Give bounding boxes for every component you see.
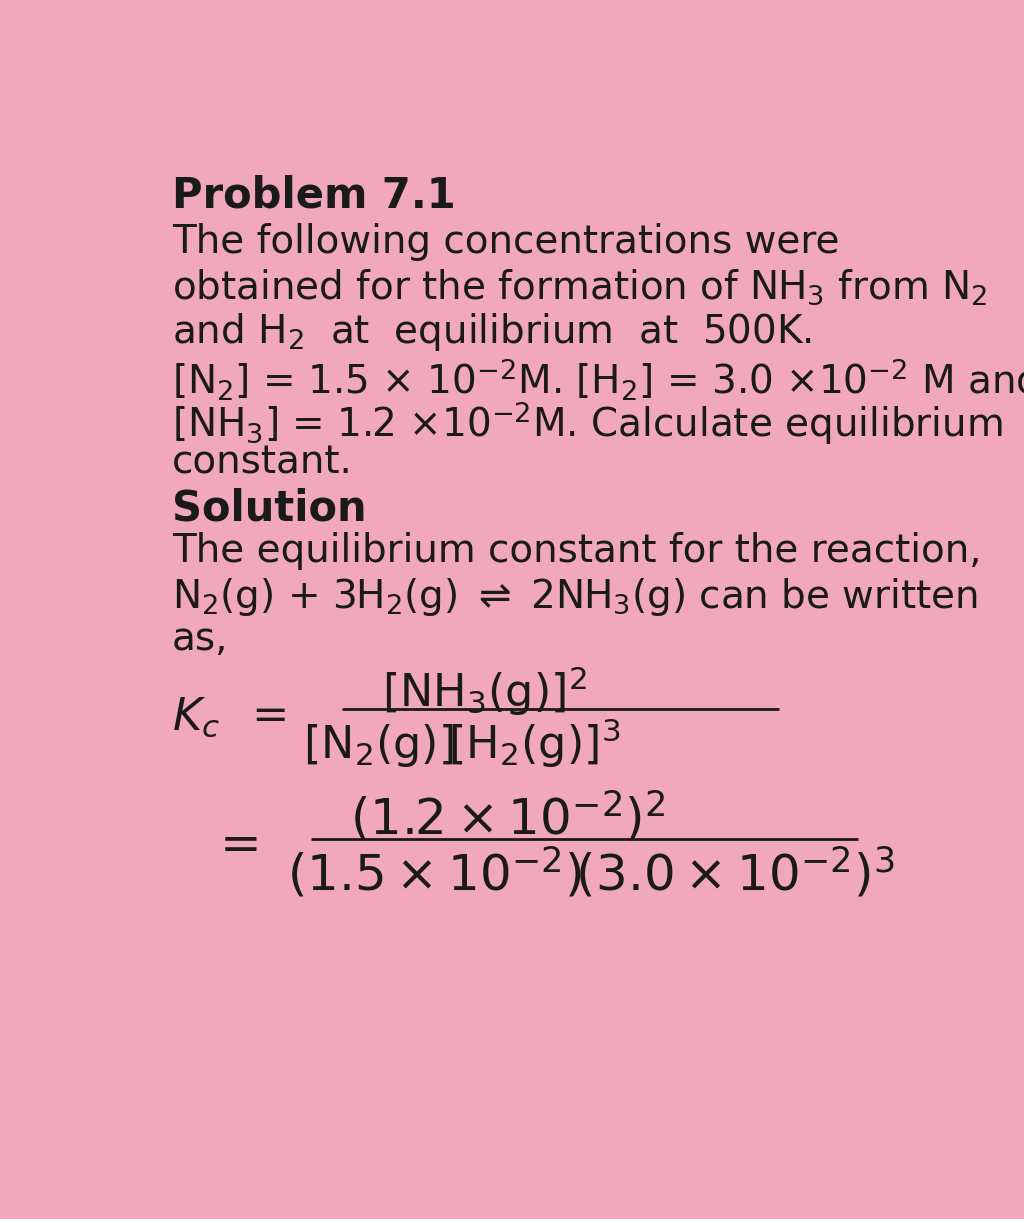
Text: N$_2$(g) + 3H$_2$(g) $\rightleftharpoons$ 2NH$_3$(g) can be written: N$_2$(g) + 3H$_2$(g) $\rightleftharpoons… [172,577,978,618]
Text: Problem 7.1: Problem 7.1 [172,174,456,217]
Text: The following concentrations were: The following concentrations were [172,223,839,261]
Text: $\left(1.2\times10^{-2}\right)^2$: $\left(1.2\times10^{-2}\right)^2$ [350,789,666,845]
Text: =: = [219,822,261,870]
Text: $[\mathrm{N_2}]$ = 1.5 $\times$ 10$^{-2}$M. $[\mathrm{H_2}]$ = 3.0 $\times$10$^{: $[\mathrm{N_2}]$ = 1.5 $\times$ 10$^{-2}… [172,356,1024,401]
Text: $\left(1.5\times10^{-2}\right)\!\left(3.0\times10^{-2}\right)^3$: $\left(1.5\times10^{-2}\right)\!\left(3.… [287,846,894,901]
Text: obtained for the formation of NH$_3$ from N$_2$: obtained for the formation of NH$_3$ fro… [172,267,987,307]
Text: $K_c$: $K_c$ [172,695,219,739]
Text: as,: as, [172,620,228,658]
Text: $\left[\mathrm{NH_3}(\mathrm{g})\right]^2$: $\left[\mathrm{NH_3}(\mathrm{g})\right]^… [382,664,587,718]
Text: Solution: Solution [172,488,367,530]
Text: constant.: constant. [172,444,352,482]
Text: $[\mathrm{NH_3}]$ = 1.2 $\times$10$^{-2}$M. Calculate equilibrium: $[\mathrm{NH_3}]$ = 1.2 $\times$10$^{-2}… [172,400,1002,447]
Text: $\left[\mathrm{N_2}(\mathrm{g})\right]\!\left[\mathrm{H_2}(\mathrm{g})\right]^3$: $\left[\mathrm{N_2}(\mathrm{g})\right]\!… [303,716,621,769]
Text: and H$_2$  at  equilibrium  at  500K.: and H$_2$ at equilibrium at 500K. [172,312,811,354]
Text: =: = [251,695,289,739]
Text: The equilibrium constant for the reaction,: The equilibrium constant for the reactio… [172,531,981,570]
